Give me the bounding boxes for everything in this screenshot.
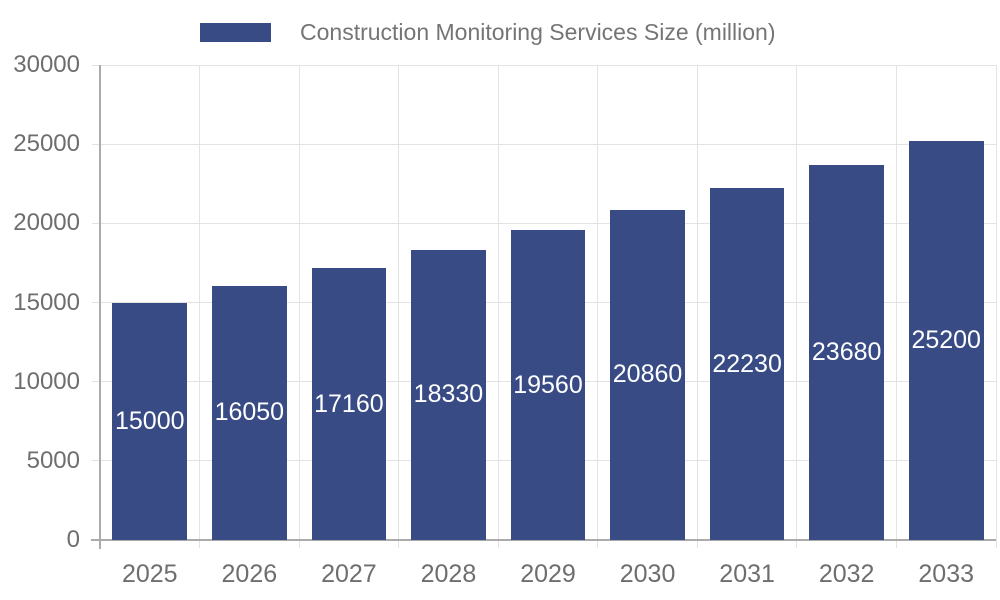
y-tick bbox=[92, 64, 100, 66]
gridline-v bbox=[398, 65, 400, 540]
y-tick-label: 10000 bbox=[13, 367, 80, 395]
gridline-v bbox=[298, 65, 300, 540]
x-tick-label: 2032 bbox=[818, 560, 875, 588]
gridline-v bbox=[597, 65, 599, 540]
y-tick-label: 15000 bbox=[13, 288, 80, 316]
legend-swatch bbox=[200, 22, 271, 42]
x-tick bbox=[597, 540, 599, 548]
x-axis-line bbox=[91, 539, 996, 541]
x-tick bbox=[398, 540, 400, 548]
bar-value-label: 25200 bbox=[911, 326, 981, 354]
bar-value-label: 16050 bbox=[214, 398, 285, 427]
bar-value-label: 22230 bbox=[712, 349, 782, 378]
gridline-v bbox=[497, 65, 499, 540]
gridline-h bbox=[100, 222, 996, 224]
y-tick bbox=[92, 143, 100, 145]
x-tick bbox=[497, 540, 499, 548]
x-tick-label: 2030 bbox=[619, 560, 676, 588]
x-tick bbox=[199, 540, 201, 548]
legend[interactable]: Construction Monitoring Services Size (m… bbox=[200, 18, 776, 46]
bar-value-label: 15000 bbox=[115, 406, 185, 435]
gridline-v bbox=[696, 65, 698, 540]
y-tick-label: 30000 bbox=[13, 51, 80, 78]
x-tick-label: 2027 bbox=[321, 560, 377, 588]
x-tick bbox=[796, 540, 798, 548]
bar-2031[interactable]: 22230 bbox=[709, 188, 785, 540]
y-tick bbox=[92, 460, 100, 462]
gridline-h bbox=[100, 64, 996, 66]
y-axis-line bbox=[99, 65, 101, 549]
bar-2027[interactable]: 17160 bbox=[311, 268, 387, 540]
x-tick-label: 2025 bbox=[121, 560, 178, 588]
x-tick bbox=[298, 540, 300, 548]
gridline-v bbox=[895, 65, 897, 540]
bar-value-label: 19560 bbox=[513, 370, 583, 399]
bar-2032[interactable]: 23680 bbox=[809, 165, 884, 540]
gridline-h bbox=[100, 143, 996, 145]
x-tick bbox=[895, 540, 897, 548]
bar-value-label: 20860 bbox=[612, 360, 683, 389]
bar-2028[interactable]: 18330 bbox=[411, 249, 486, 540]
y-tick-label: 0 bbox=[66, 526, 80, 553]
y-tick bbox=[92, 222, 100, 224]
y-tick-label: 20000 bbox=[13, 209, 80, 237]
bar-2033[interactable]: 25200 bbox=[908, 141, 984, 540]
bar-value-label: 17160 bbox=[314, 389, 384, 418]
x-tick-label: 2029 bbox=[520, 560, 576, 588]
x-tick-label: 2031 bbox=[719, 560, 775, 588]
x-tick-label: 2026 bbox=[221, 560, 278, 588]
bar-2030[interactable]: 20860 bbox=[610, 209, 685, 540]
bar-2026[interactable]: 16050 bbox=[212, 285, 287, 540]
bar-value-label: 23680 bbox=[811, 338, 882, 367]
y-tick bbox=[92, 381, 100, 383]
bar-2029[interactable]: 19560 bbox=[510, 230, 586, 540]
gridline-v bbox=[995, 65, 997, 540]
y-tick-label: 5000 bbox=[26, 446, 80, 474]
y-tick bbox=[92, 302, 100, 303]
x-tick bbox=[696, 540, 698, 548]
x-tick bbox=[995, 540, 997, 548]
bar-value-label: 18330 bbox=[413, 380, 484, 409]
gridline-v bbox=[199, 65, 201, 540]
x-tick-label: 2033 bbox=[918, 560, 975, 588]
y-tick-label: 25000 bbox=[13, 130, 80, 158]
legend-label: Construction Monitoring Services Size (m… bbox=[300, 18, 776, 45]
x-tick-label: 2028 bbox=[420, 560, 477, 588]
bar-2025[interactable]: 15000 bbox=[112, 302, 188, 540]
gridline-v bbox=[796, 65, 798, 540]
